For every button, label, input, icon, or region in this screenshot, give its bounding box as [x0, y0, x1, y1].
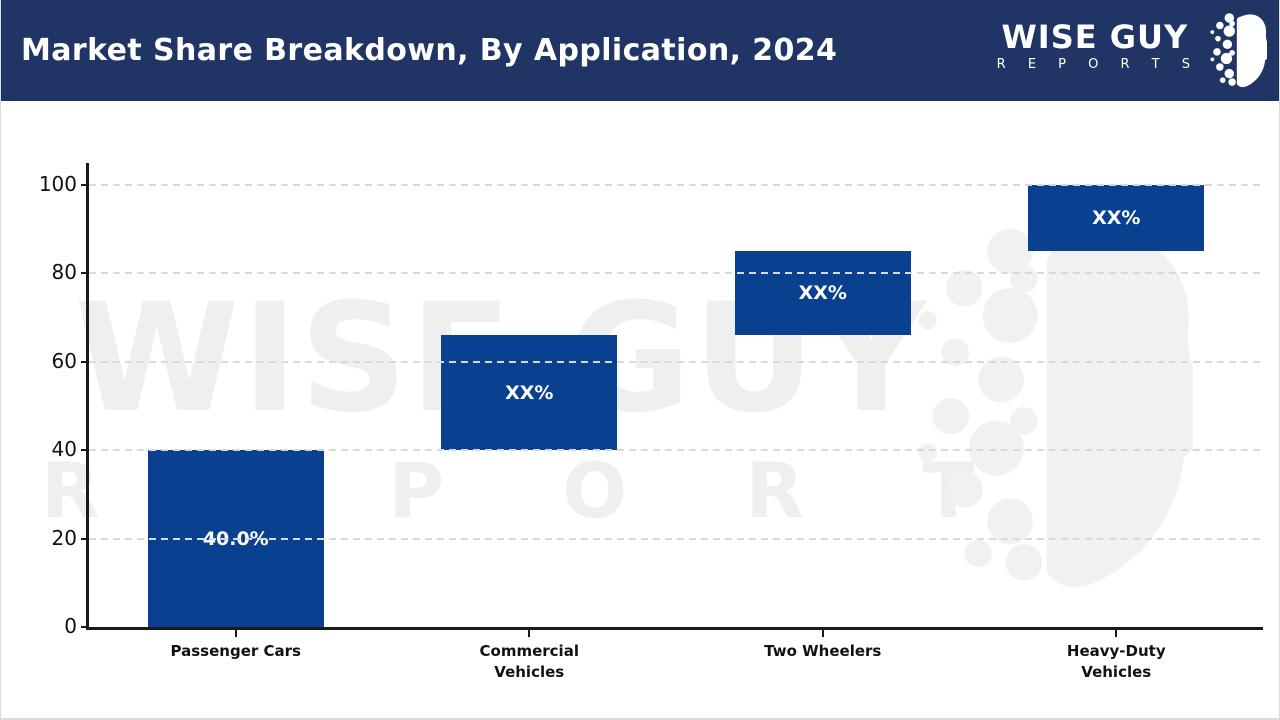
bar-heavy-duty-vehicles: XX% — [1028, 185, 1205, 252]
y-tickmark-40 — [81, 449, 89, 452]
bar-commercial-vehicles: XX% — [441, 335, 618, 451]
x-tickmark-heavy-duty-vehicles — [1115, 629, 1118, 637]
y-tickmark-100 — [81, 184, 89, 186]
y-tickmark-80 — [81, 272, 89, 275]
logo-text: WISE GUY R E P O R T S — [991, 18, 1199, 73]
gridline-100 — [89, 184, 1263, 186]
gridline-20 — [89, 537, 1263, 540]
y-axis-line — [86, 163, 89, 630]
chart-title: Market Share Breakdown, By Application, … — [21, 33, 838, 68]
x-tickmark-commercial-vehicles — [528, 629, 531, 637]
gridline-60 — [89, 360, 1263, 363]
bar-value-label-commercial-vehicles: XX% — [505, 381, 554, 404]
x-tickmark-passenger-cars — [234, 629, 237, 637]
gridline-80 — [89, 272, 1263, 275]
x-tickmark-two-wheelers — [821, 629, 824, 637]
x-category-label-heavy-duty-vehicles: Heavy-Duty Vehicles — [1066, 642, 1166, 681]
x-axis-line — [86, 627, 1263, 630]
gridline-40 — [89, 449, 1263, 452]
x-category-label-two-wheelers: Two Wheelers — [764, 642, 882, 660]
y-tick-label-40: 40 — [51, 437, 77, 462]
header-band: Market Share Breakdown, By Application, … — [1, 0, 1279, 101]
x-category-label-commercial-vehicles: Commercial Vehicles — [479, 642, 579, 681]
bar-value-label-two-wheelers: XX% — [798, 282, 847, 305]
y-tickmark-20 — [81, 537, 89, 540]
waterfall-chart: 0 20 40 60 80 100 40.0% XX% XX% XX% Passenger Cars… — [1, 101, 1279, 718]
watermark-face-icon — [918, 228, 1193, 587]
bar-value-label-heavy-duty-vehicles: XX% — [1092, 207, 1141, 230]
dotted-face-icon — [1210, 13, 1267, 88]
x-category-label-passenger-cars: Passenger Cars — [170, 642, 301, 660]
y-tick-label-20: 20 — [51, 525, 77, 550]
y-tick-label-100: 100 — [38, 172, 77, 196]
y-tickmark-60 — [81, 360, 89, 363]
y-tick-label-60: 60 — [51, 348, 77, 373]
logo-wordmark: WISE GUY — [1001, 18, 1189, 56]
bar-two-wheelers: XX% — [734, 251, 911, 336]
wise-guy-reports-logo: WISE GUY R E P O R T S — [997, 6, 1267, 96]
y-tick-label-80: 80 — [51, 260, 77, 285]
logo-subtitle: R E P O R T S — [996, 57, 1199, 73]
y-tick-label-0: 0 — [64, 614, 77, 638]
y-tickmark-0 — [81, 626, 89, 628]
